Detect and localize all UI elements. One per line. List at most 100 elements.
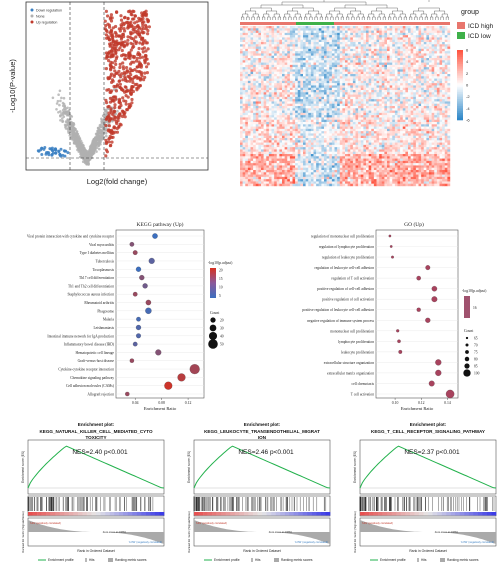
heatmap-cell	[245, 80, 249, 84]
heatmap-cell	[405, 90, 409, 93]
heatmap-cell	[282, 103, 285, 107]
heatmap-cell	[436, 51, 440, 54]
heatmap-cell	[316, 76, 319, 79]
heatmap-cell	[334, 60, 338, 63]
heatmap-cell	[418, 67, 422, 70]
heatmap-cell	[408, 35, 411, 38]
heatmap-cell	[429, 69, 432, 72]
heatmap-cell	[431, 108, 435, 111]
heatmap-cell	[410, 110, 414, 114]
heatmap-cell	[276, 53, 280, 56]
heatmap-cell	[308, 110, 312, 114]
heatmap-cell	[274, 60, 277, 63]
heatmap-cell	[266, 122, 270, 125]
heatmap-cell	[426, 74, 430, 77]
heatmap-cell	[297, 74, 301, 77]
heatmap-cell	[397, 67, 401, 70]
heatmap-cell	[321, 58, 325, 61]
heatmap-cell	[389, 78, 393, 82]
volcano-point-up	[137, 19, 141, 23]
heatmap-cell	[329, 35, 333, 38]
heatmap-cell	[305, 87, 309, 91]
heatmap-cell	[284, 53, 288, 56]
heatmap-cell	[274, 96, 277, 100]
heatmap-cell	[295, 106, 298, 109]
heatmap-cell	[261, 28, 264, 31]
heatmap-cell	[405, 80, 409, 84]
heatmap-cell	[358, 101, 361, 104]
heatmap-cell	[310, 67, 314, 70]
heatmap-cell	[421, 32, 424, 36]
heatmap-cell	[279, 80, 283, 84]
heatmap-cell	[413, 119, 417, 123]
heatmap-cell	[313, 37, 317, 40]
heatmap-cell	[347, 37, 351, 40]
heatmap-cell	[360, 28, 364, 31]
heatmap-cell	[324, 35, 327, 38]
heatmap-cell	[266, 83, 270, 86]
heatmap-cell	[355, 64, 359, 68]
heatmap-cell	[331, 122, 335, 125]
heatmap-cell	[331, 55, 335, 59]
heatmap-cell	[334, 87, 338, 91]
heatmap-cell	[442, 48, 445, 52]
heatmap-cell	[447, 87, 451, 91]
heatmap-cell	[355, 39, 359, 43]
heatmap-cell	[421, 87, 424, 91]
heatmap-cell	[400, 71, 403, 75]
heatmap-cell	[258, 115, 262, 118]
heatmap-cell	[337, 64, 340, 68]
heatmap-cell	[381, 115, 385, 118]
heatmap-cell	[245, 103, 249, 107]
heatmap-cell	[384, 87, 388, 91]
volcano-point-up	[108, 64, 113, 68]
dendrogram-branch	[323, 0, 430, 2]
heatmap-cell	[373, 62, 377, 66]
heatmap-cell	[274, 62, 277, 66]
heatmap-cell	[297, 101, 301, 104]
volcano-point	[69, 122, 72, 125]
volcano-point	[98, 131, 102, 135]
heatmap-cell	[379, 83, 382, 86]
heatmap-cell	[261, 90, 264, 93]
heatmap-cell	[421, 115, 424, 118]
heatmap-cell	[394, 96, 398, 100]
heatmap-cell	[379, 106, 382, 109]
heatmap-cell	[261, 85, 264, 88]
heatmap-cell	[261, 80, 264, 84]
heatmap-cell	[266, 58, 270, 61]
heatmap-cell	[366, 62, 369, 66]
heatmap-cell	[397, 115, 401, 118]
heatmap-cell	[339, 60, 343, 63]
heatmap-cell	[242, 53, 246, 56]
heatmap-cell	[389, 71, 393, 75]
heatmap-cell	[297, 108, 301, 111]
heatmap-cell	[373, 112, 377, 116]
heatmap-cell	[261, 106, 264, 109]
heatmap-cell	[402, 110, 406, 114]
heatmap-cell	[415, 92, 419, 95]
heatmap-cell	[387, 64, 390, 68]
heatmap-cell	[276, 108, 280, 111]
heatmap-cell	[376, 115, 380, 118]
dendrogram-branch	[413, 10, 424, 14]
volcano-point-up	[140, 71, 144, 75]
heatmap-cell	[316, 58, 319, 61]
heatmap-cell	[444, 64, 448, 68]
heatmap-cell	[258, 76, 262, 79]
heatmap-cell	[282, 78, 285, 82]
heatmap-cell	[444, 112, 448, 116]
volcano-point	[79, 145, 82, 149]
heatmap-cell	[305, 51, 309, 54]
heatmap-cell	[297, 30, 301, 34]
heatmap-cell	[253, 42, 256, 45]
volcano-point-up	[113, 59, 117, 63]
heatmap-cell	[429, 94, 432, 98]
volcano-point-up	[131, 42, 135, 46]
volcano-point	[105, 134, 108, 138]
volcano-point-up	[107, 59, 111, 63]
heatmap-cell	[373, 28, 377, 31]
heatmap-cell	[434, 78, 438, 82]
heatmap-cell	[405, 108, 409, 111]
heatmap-cell	[253, 122, 256, 125]
